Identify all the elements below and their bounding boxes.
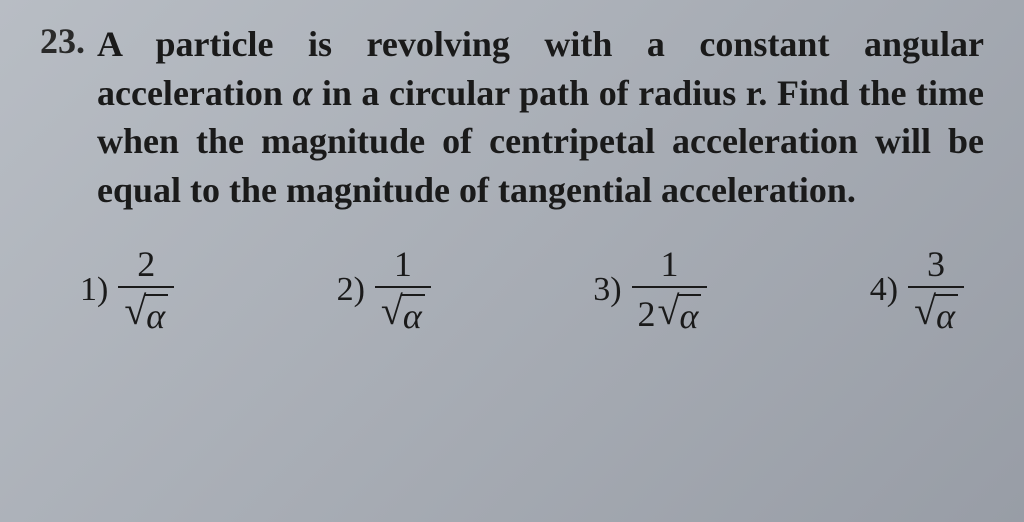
option-4: 4) 3 √ α bbox=[870, 246, 964, 334]
sqrt-icon: √ α bbox=[914, 294, 958, 334]
question-block: 23. A particle is revolving with a const… bbox=[40, 20, 984, 214]
option-4-label: 4) bbox=[870, 271, 898, 309]
option-3-fraction: 1 2 √ α bbox=[632, 246, 708, 334]
option-1: 1) 2 √ α bbox=[80, 246, 174, 334]
option-2-radicand: α bbox=[401, 294, 425, 334]
option-3-numerator: 1 bbox=[654, 246, 684, 286]
alpha-symbol: α bbox=[292, 73, 312, 113]
radical-icon: √ bbox=[124, 294, 146, 328]
sqrt-icon: √ α bbox=[124, 294, 168, 334]
option-1-numerator: 2 bbox=[131, 246, 161, 286]
option-2-label: 2) bbox=[337, 271, 365, 309]
option-1-fraction: 2 √ α bbox=[118, 246, 174, 334]
option-3-denom-content: 2 √ α bbox=[638, 294, 702, 334]
radical-icon: √ bbox=[381, 294, 403, 328]
sqrt-icon: √ α bbox=[381, 294, 425, 334]
option-3-label: 3) bbox=[593, 271, 621, 309]
question-number: 23. bbox=[40, 20, 85, 63]
radical-icon: √ bbox=[658, 294, 680, 328]
option-4-numerator: 3 bbox=[921, 246, 951, 286]
option-3-coef: 2 bbox=[638, 296, 656, 332]
option-2-fraction: 1 √ α bbox=[375, 246, 431, 334]
option-2: 2) 1 √ α bbox=[337, 246, 431, 334]
option-1-radicand: α bbox=[144, 294, 168, 334]
option-1-denominator: √ α bbox=[118, 286, 174, 334]
question-text: A particle is revolving with a constant … bbox=[97, 20, 984, 214]
option-4-radicand: α bbox=[934, 294, 958, 334]
option-3-denominator: 2 √ α bbox=[632, 286, 708, 334]
option-2-numerator: 1 bbox=[388, 246, 418, 286]
option-1-label: 1) bbox=[80, 271, 108, 309]
option-3-radicand: α bbox=[677, 294, 701, 334]
radical-icon: √ bbox=[914, 294, 936, 328]
option-3: 3) 1 2 √ α bbox=[593, 246, 707, 334]
option-4-fraction: 3 √ α bbox=[908, 246, 964, 334]
option-4-denominator: √ α bbox=[908, 286, 964, 334]
options-row: 1) 2 √ α 2) 1 √ α 3) 1 bbox=[40, 246, 984, 334]
option-2-denominator: √ α bbox=[375, 286, 431, 334]
sqrt-icon: √ α bbox=[658, 294, 702, 334]
